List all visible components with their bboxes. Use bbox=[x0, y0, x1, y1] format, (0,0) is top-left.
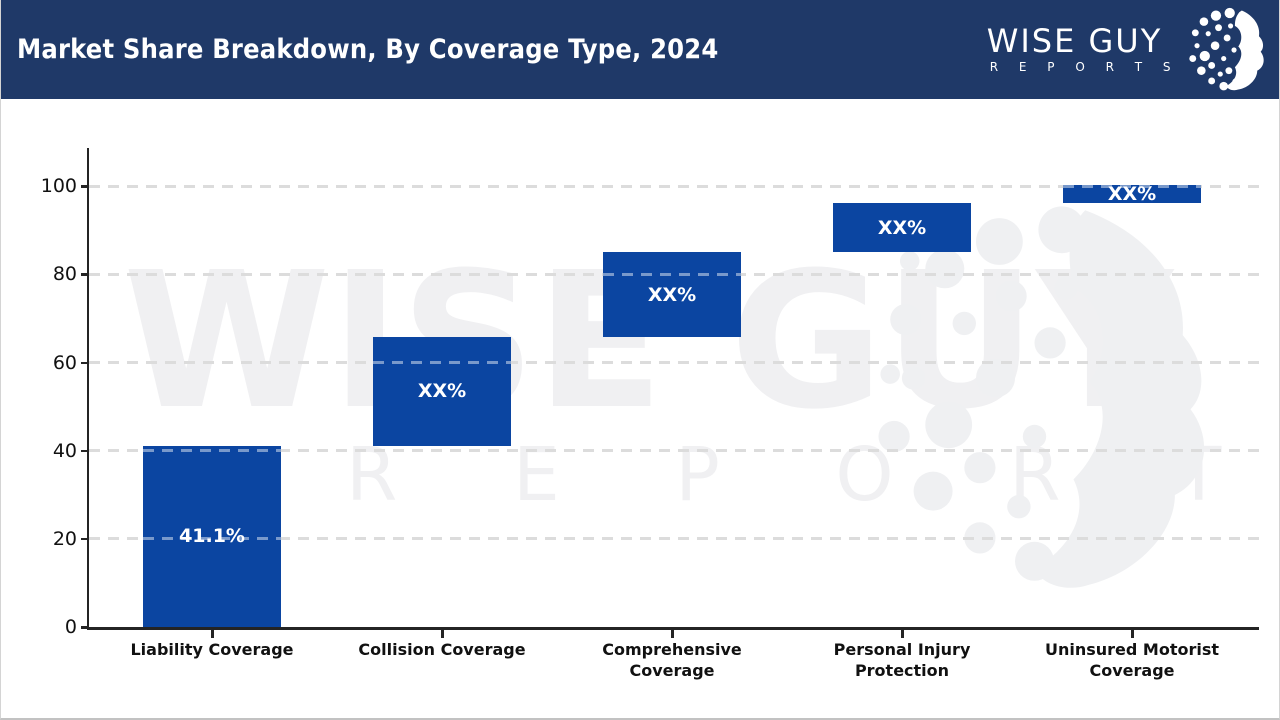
bar-2 bbox=[373, 337, 511, 446]
x-tick-1 bbox=[211, 629, 214, 638]
gridline-over-bar-2 bbox=[373, 361, 511, 365]
gridline-20 bbox=[89, 537, 1259, 541]
gridline-over-bar-1 bbox=[143, 537, 281, 541]
x-category-label-2: Collision Coverage bbox=[358, 640, 526, 659]
bar-1 bbox=[143, 445, 281, 627]
x-category-label-5: Uninsured Motorist Coverage bbox=[1044, 640, 1220, 680]
logo-face-icon bbox=[1189, 7, 1264, 90]
y-tick-label-20: 20 bbox=[52, 527, 77, 550]
bar-value-label-5: XX% bbox=[1107, 183, 1157, 206]
gridline-over-bar-5 bbox=[1063, 184, 1201, 188]
bar-value-label-1: 41.1% bbox=[179, 525, 245, 548]
x-category-label-1: Liability Coverage bbox=[130, 640, 294, 659]
bar-value-label-4: XX% bbox=[877, 216, 927, 239]
x-category-label-3: Comprehensive Coverage bbox=[602, 640, 742, 680]
gridline-100 bbox=[89, 184, 1259, 188]
bar-4 bbox=[833, 203, 971, 253]
bar-3 bbox=[603, 252, 741, 337]
y-tick-0 bbox=[81, 626, 89, 629]
gridline-over-bar-3 bbox=[603, 272, 741, 276]
bar-value-label-3: XX% bbox=[647, 283, 697, 306]
wise-guy-logo: WISE GUY R E P O R T S bbox=[987, 0, 1271, 99]
x-tick-3 bbox=[671, 629, 674, 638]
x-tick-2 bbox=[441, 629, 444, 638]
logo-wordmark: WISE GUY R E P O R T S bbox=[987, 25, 1179, 74]
y-tick-60 bbox=[81, 361, 89, 365]
logo-line2: R E P O R T S bbox=[989, 60, 1179, 74]
gridline-40 bbox=[89, 449, 1259, 453]
y-tick-100 bbox=[81, 185, 89, 188]
page-title: Market Share Breakdown, By Coverage Type… bbox=[17, 34, 719, 65]
watermark-face-icon bbox=[878, 206, 1205, 588]
gridline-over-bar-1 bbox=[143, 449, 281, 453]
y-tick-80 bbox=[81, 273, 89, 276]
gridline-60 bbox=[89, 361, 1259, 365]
y-tick-40 bbox=[81, 449, 89, 453]
x-tick-4 bbox=[901, 629, 904, 638]
y-tick-label-100: 100 bbox=[40, 175, 77, 198]
y-tick-label-40: 40 bbox=[52, 439, 77, 462]
y-tick-label-60: 60 bbox=[52, 351, 77, 374]
y-tick-label-0: 0 bbox=[64, 616, 77, 638]
bar-value-label-2: XX% bbox=[417, 380, 467, 403]
y-tick-label-80: 80 bbox=[52, 263, 77, 286]
bar-5 bbox=[1063, 184, 1201, 204]
y-axis bbox=[86, 148, 89, 630]
x-tick-5 bbox=[1131, 629, 1134, 638]
y-tick-20 bbox=[81, 537, 89, 541]
x-category-label-4: Personal Injury Protection bbox=[833, 640, 971, 680]
x-axis bbox=[86, 627, 1259, 630]
header: Market Share Breakdown, By Coverage Type… bbox=[1, 0, 1279, 99]
logo-line1: WISE GUY bbox=[986, 22, 1163, 60]
